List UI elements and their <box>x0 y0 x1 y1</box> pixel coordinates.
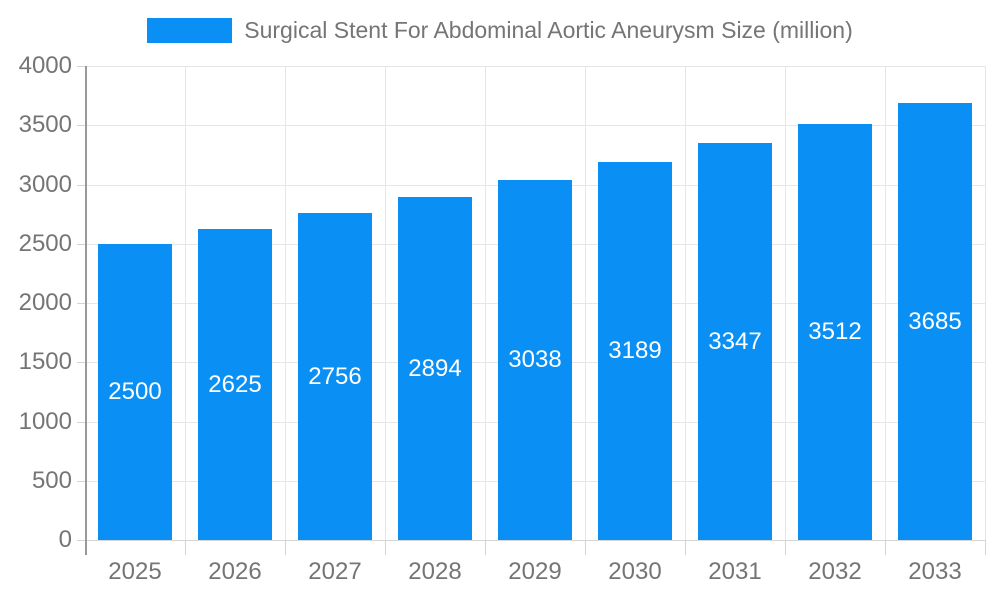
x-gridline <box>685 66 686 540</box>
bar-2027[interactable] <box>298 213 372 540</box>
y-axis-label: 3000 <box>18 171 72 198</box>
y-axis-tick <box>77 481 85 482</box>
x-axis-tick <box>485 540 486 555</box>
x-gridline <box>785 66 786 540</box>
x-gridline <box>385 66 386 540</box>
y-gridline <box>85 540 985 541</box>
x-axis-tick <box>185 540 186 555</box>
x-axis-label: 2031 <box>708 558 762 585</box>
y-axis-label: 2500 <box>18 230 72 257</box>
x-axis-label: 2025 <box>108 558 162 585</box>
x-axis-tick <box>385 540 386 555</box>
y-gridline <box>85 125 985 126</box>
y-axis-label: 2000 <box>18 289 72 316</box>
bar-2033[interactable] <box>898 103 972 540</box>
y-axis-label: 1500 <box>18 348 72 375</box>
x-gridline <box>485 66 486 540</box>
x-axis-label: 2030 <box>608 558 662 585</box>
x-axis-tick <box>585 540 586 555</box>
y-axis-tick <box>77 540 85 541</box>
legend[interactable]: Surgical Stent For Abdominal Aortic Aneu… <box>0 18 1000 43</box>
x-gridline <box>885 66 886 540</box>
bar-2031[interactable] <box>698 143 772 540</box>
y-axis-tick <box>77 185 85 186</box>
bar-2028[interactable] <box>398 197 472 540</box>
x-axis-label: 2033 <box>908 558 962 585</box>
x-axis-label: 2032 <box>808 558 862 585</box>
x-axis-tick <box>685 540 686 555</box>
bar-2025[interactable] <box>98 244 172 540</box>
y-axis-label: 3500 <box>18 111 72 138</box>
x-gridline <box>185 66 186 540</box>
y-gridline <box>85 66 985 67</box>
chart-title: Surgical Stent For Abdominal Aortic Aneu… <box>244 17 853 43</box>
bar-2030[interactable] <box>598 162 672 540</box>
x-gridline <box>985 66 986 540</box>
y-axis-tick <box>77 422 85 423</box>
legend-swatch <box>147 18 233 43</box>
x-axis-tick <box>985 540 986 555</box>
x-axis-tick <box>285 540 286 555</box>
y-axis-label: 0 <box>58 526 72 553</box>
x-axis-tick <box>885 540 886 555</box>
y-axis-tick <box>77 66 85 67</box>
y-axis-label: 1000 <box>18 408 72 435</box>
y-axis-tick <box>77 125 85 126</box>
y-axis-tick <box>77 362 85 363</box>
x-axis-tick <box>785 540 786 555</box>
x-axis-label: 2027 <box>308 558 362 585</box>
y-axis-tick <box>77 244 85 245</box>
x-axis-label: 2026 <box>208 558 262 585</box>
y-axis-line <box>85 66 87 555</box>
x-gridline <box>585 66 586 540</box>
bar-2032[interactable] <box>798 124 872 540</box>
x-axis-label: 2028 <box>408 558 462 585</box>
y-axis-label: 4000 <box>18 52 72 79</box>
y-axis-tick <box>77 303 85 304</box>
x-gridline <box>285 66 286 540</box>
bar-2026[interactable] <box>198 229 272 540</box>
y-axis-label: 500 <box>31 467 72 494</box>
x-axis-label: 2029 <box>508 558 562 585</box>
bar-2029[interactable] <box>498 180 572 540</box>
